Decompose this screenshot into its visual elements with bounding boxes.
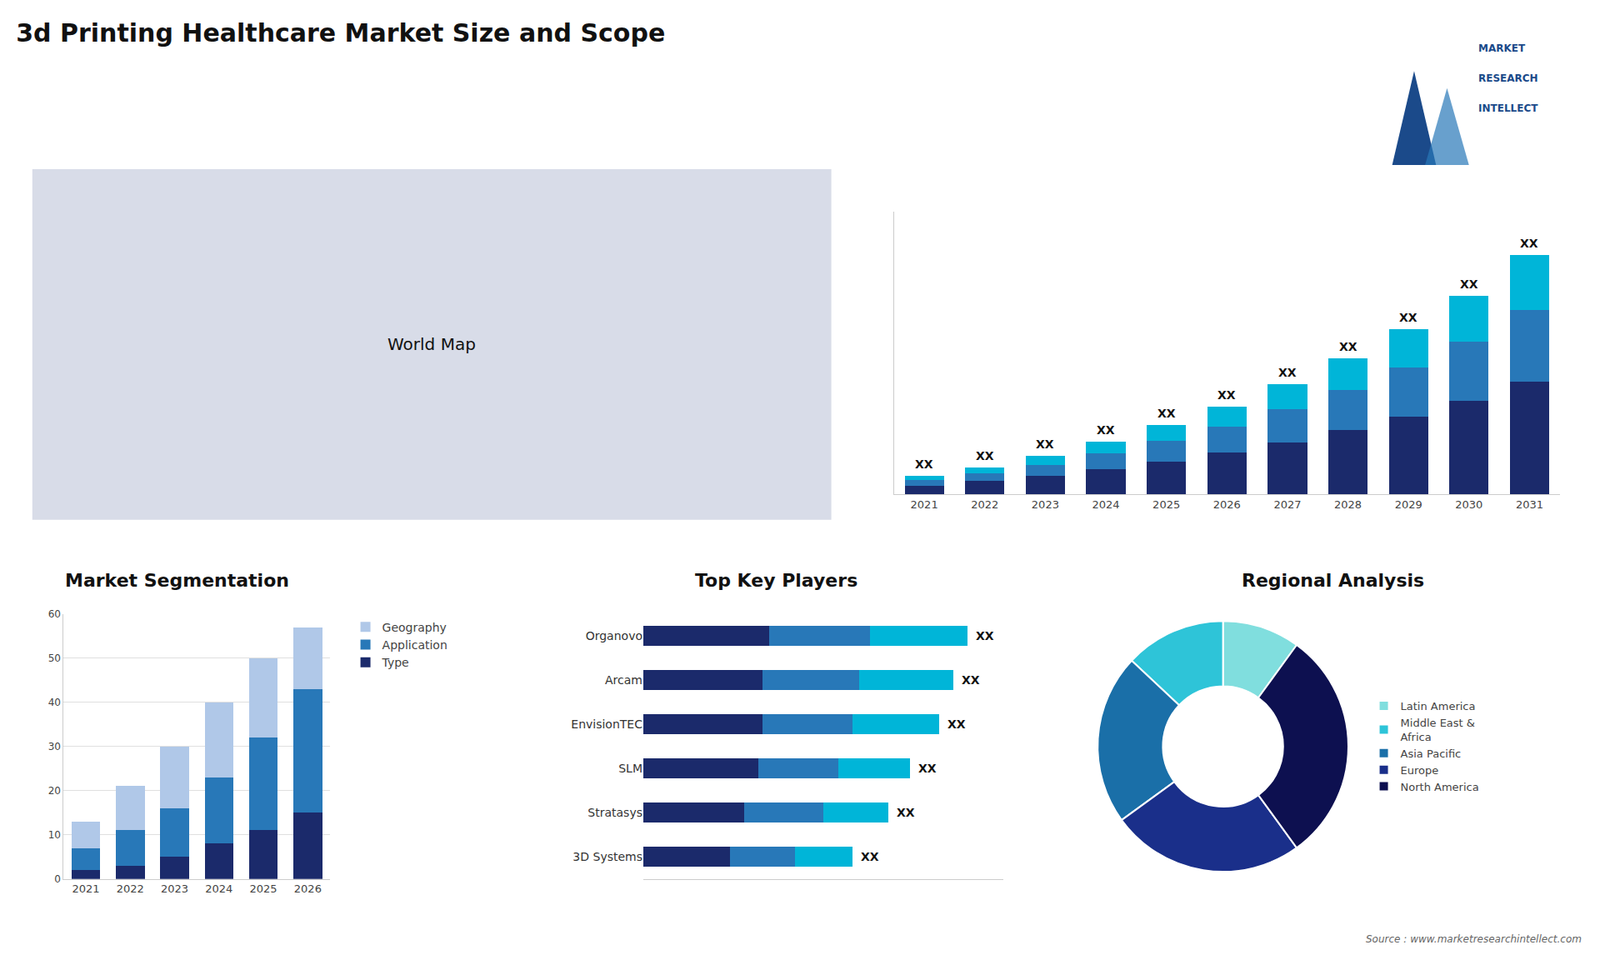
svg-text:XX: XX bbox=[1520, 236, 1539, 250]
svg-text:2023: 2023 bbox=[160, 882, 189, 895]
svg-text:2022: 2022 bbox=[116, 882, 145, 895]
svg-text:XX: XX bbox=[975, 449, 995, 463]
svg-text:Stratasys: Stratasys bbox=[587, 805, 643, 820]
svg-text:2030: 2030 bbox=[1455, 498, 1483, 511]
svg-text:XX: XX bbox=[1035, 437, 1055, 451]
svg-text:Europe: Europe bbox=[1400, 764, 1440, 777]
svg-text:2023: 2023 bbox=[1031, 498, 1060, 511]
svg-text:40: 40 bbox=[48, 696, 61, 709]
svg-text:2028: 2028 bbox=[1334, 498, 1362, 511]
svg-text:MARKET: MARKET bbox=[1478, 42, 1526, 55]
svg-text:30: 30 bbox=[48, 740, 61, 753]
svg-text:3d Printing Healthcare Market: 3d Printing Healthcare Market Size and S… bbox=[15, 18, 665, 48]
svg-text:Regional Analysis: Regional Analysis bbox=[1241, 570, 1425, 591]
svg-text:Latin America: Latin America bbox=[1400, 700, 1476, 713]
svg-text:Source : www.marketresearchint: Source : www.marketresearchintellect.com bbox=[1365, 933, 1582, 945]
svg-text:XX: XX bbox=[961, 673, 980, 687]
svg-text:2029: 2029 bbox=[1395, 498, 1423, 511]
svg-text:2021: 2021 bbox=[71, 882, 100, 895]
svg-text:2026: 2026 bbox=[1213, 498, 1241, 511]
svg-text:0: 0 bbox=[54, 873, 61, 885]
svg-text:Market Segmentation: Market Segmentation bbox=[65, 570, 290, 591]
svg-text:XX: XX bbox=[975, 629, 995, 643]
svg-text:Organovo: Organovo bbox=[585, 629, 643, 643]
svg-text:2026: 2026 bbox=[294, 882, 322, 895]
svg-text:XX: XX bbox=[860, 850, 880, 864]
svg-text:Application: Application bbox=[382, 638, 448, 652]
svg-text:XX: XX bbox=[896, 805, 915, 820]
svg-text:60: 60 bbox=[48, 608, 61, 620]
svg-text:20: 20 bbox=[48, 785, 61, 797]
svg-text:XX: XX bbox=[1278, 365, 1297, 380]
svg-text:2025: 2025 bbox=[1152, 498, 1180, 511]
svg-text:XX: XX bbox=[1157, 406, 1176, 420]
svg-text:Type: Type bbox=[381, 655, 410, 670]
svg-text:2022: 2022 bbox=[970, 498, 999, 511]
svg-text:SLM: SLM bbox=[618, 761, 643, 775]
svg-text:2021: 2021 bbox=[910, 498, 939, 511]
svg-text:2025: 2025 bbox=[250, 882, 278, 895]
svg-text:World Map: World Map bbox=[387, 334, 476, 355]
svg-text:INTELLECT: INTELLECT bbox=[1478, 102, 1539, 115]
svg-text:10: 10 bbox=[48, 829, 61, 841]
svg-text:XX: XX bbox=[947, 717, 966, 731]
svg-text:Top Key Players: Top Key Players bbox=[695, 570, 858, 591]
svg-text:Middle East &Africa: Middle East &Africa bbox=[1400, 716, 1475, 744]
svg-text:3D Systems: 3D Systems bbox=[572, 850, 643, 864]
svg-text:Arcam: Arcam bbox=[605, 673, 643, 687]
svg-text:EnvisionTEC: EnvisionTEC bbox=[570, 717, 643, 731]
svg-text:XX: XX bbox=[918, 761, 937, 775]
svg-text:XX: XX bbox=[1399, 310, 1418, 325]
svg-text:North America: North America bbox=[1400, 780, 1480, 794]
svg-text:XX: XX bbox=[915, 457, 934, 471]
svg-text:RESEARCH: RESEARCH bbox=[1478, 72, 1539, 85]
svg-text:XX: XX bbox=[1096, 423, 1115, 437]
svg-text:2024: 2024 bbox=[1091, 498, 1120, 511]
svg-text:2031: 2031 bbox=[1515, 498, 1544, 511]
svg-text:Asia Pacific: Asia Pacific bbox=[1400, 747, 1462, 760]
svg-text:XX: XX bbox=[1217, 388, 1236, 402]
svg-text:50: 50 bbox=[48, 652, 61, 665]
svg-text:Geography: Geography bbox=[382, 620, 447, 635]
svg-text:2024: 2024 bbox=[205, 882, 233, 895]
svg-text:2027: 2027 bbox=[1273, 498, 1301, 511]
svg-text:XX: XX bbox=[1460, 277, 1479, 291]
svg-text:XX: XX bbox=[1339, 340, 1358, 354]
